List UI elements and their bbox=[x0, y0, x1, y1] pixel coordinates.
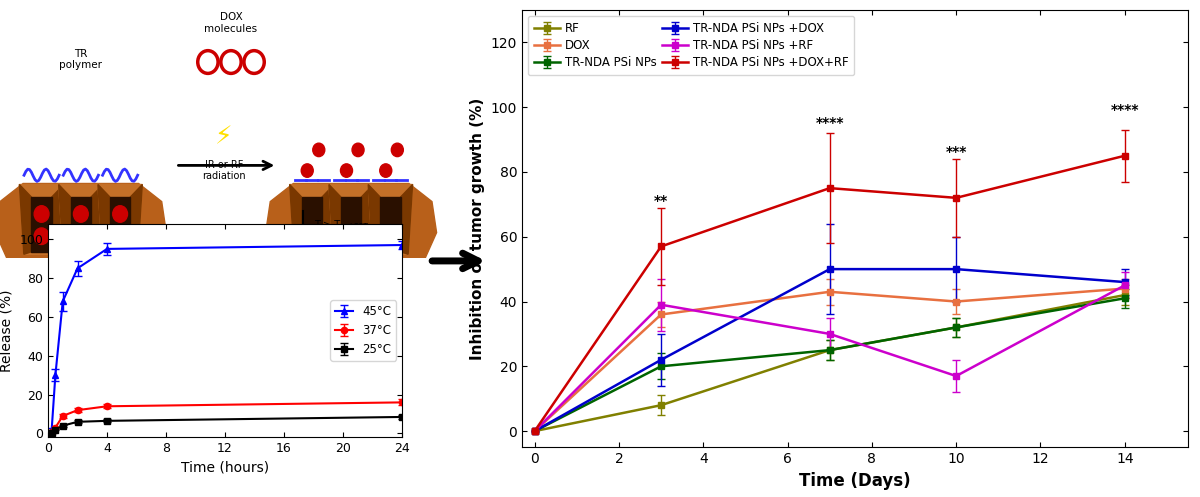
Polygon shape bbox=[380, 197, 401, 251]
Polygon shape bbox=[301, 197, 322, 251]
Polygon shape bbox=[368, 184, 380, 254]
Legend: 45°C, 37°C, 25°C: 45°C, 37°C, 25°C bbox=[330, 300, 396, 361]
Polygon shape bbox=[322, 184, 334, 254]
Circle shape bbox=[391, 143, 403, 157]
Polygon shape bbox=[52, 184, 64, 254]
Polygon shape bbox=[71, 197, 91, 251]
Polygon shape bbox=[19, 184, 31, 254]
Polygon shape bbox=[368, 184, 413, 254]
Circle shape bbox=[341, 164, 353, 177]
Text: TR
polymer: TR polymer bbox=[59, 49, 102, 70]
Polygon shape bbox=[329, 184, 341, 254]
Polygon shape bbox=[341, 197, 361, 251]
Circle shape bbox=[298, 237, 307, 247]
Polygon shape bbox=[98, 184, 143, 254]
Text: ****: **** bbox=[1110, 103, 1139, 117]
Polygon shape bbox=[31, 197, 52, 251]
Circle shape bbox=[34, 206, 49, 222]
Legend: RF, DOX, TR-NDA PSi NPs, TR-NDA PSi NPs +DOX, TR-NDA PSi NPs +RF, TR-NDA PSi NPs: RF, DOX, TR-NDA PSi NPs, TR-NDA PSi NPs … bbox=[528, 16, 854, 75]
Circle shape bbox=[379, 164, 391, 177]
Circle shape bbox=[301, 164, 313, 177]
Y-axis label: Inhibition of tumor growth (%): Inhibition of tumor growth (%) bbox=[470, 97, 485, 360]
Polygon shape bbox=[265, 183, 437, 258]
Circle shape bbox=[352, 143, 364, 157]
Text: ****: **** bbox=[816, 116, 844, 130]
Circle shape bbox=[300, 239, 305, 245]
Polygon shape bbox=[0, 183, 167, 258]
Text: DOX
molecules: DOX molecules bbox=[204, 12, 258, 34]
Polygon shape bbox=[289, 184, 301, 254]
Text: IR or RF
radiation: IR or RF radiation bbox=[203, 160, 246, 181]
Circle shape bbox=[34, 228, 49, 245]
Polygon shape bbox=[91, 184, 103, 254]
Circle shape bbox=[113, 206, 127, 222]
Text: LCST: LCST bbox=[349, 223, 367, 232]
Y-axis label: Release (%): Release (%) bbox=[0, 289, 13, 372]
Polygon shape bbox=[59, 184, 71, 254]
Circle shape bbox=[73, 228, 89, 245]
Text: T > T: T > T bbox=[314, 220, 341, 230]
Circle shape bbox=[73, 206, 89, 222]
Polygon shape bbox=[98, 184, 110, 254]
Polygon shape bbox=[59, 184, 103, 254]
Polygon shape bbox=[110, 197, 131, 251]
Polygon shape bbox=[361, 184, 373, 254]
X-axis label: Time (Days): Time (Days) bbox=[799, 472, 911, 490]
Circle shape bbox=[313, 143, 325, 157]
Text: **: ** bbox=[654, 193, 668, 208]
X-axis label: Time (hours): Time (hours) bbox=[181, 461, 269, 475]
Polygon shape bbox=[401, 184, 413, 254]
Polygon shape bbox=[131, 184, 143, 254]
Circle shape bbox=[113, 228, 127, 245]
Polygon shape bbox=[329, 184, 373, 254]
Polygon shape bbox=[19, 184, 64, 254]
Text: ***: *** bbox=[946, 145, 967, 159]
Polygon shape bbox=[289, 184, 334, 254]
Text: ⚡: ⚡ bbox=[215, 125, 233, 149]
